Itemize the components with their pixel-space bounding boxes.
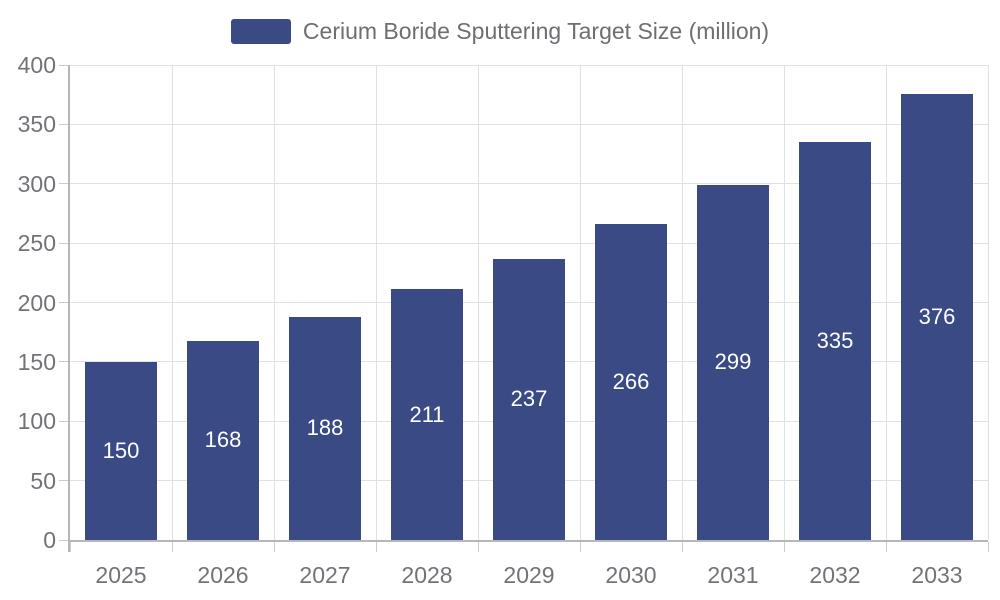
x-tick-label: 2030 xyxy=(605,562,657,588)
legend-label: Cerium Boride Sputtering Target Size (mi… xyxy=(302,18,770,44)
legend[interactable]: Cerium Boride Sputtering Target Size (mi… xyxy=(0,16,1000,46)
y-tick-label: 350 xyxy=(17,111,56,138)
bar[interactable] xyxy=(493,258,565,540)
gridline-h xyxy=(70,123,988,125)
bar-value-label: 335 xyxy=(816,328,854,354)
x-tick-label: 2026 xyxy=(197,562,249,588)
gridline-v xyxy=(681,65,683,540)
gridline-v xyxy=(885,65,887,540)
x-tick xyxy=(987,542,989,552)
y-tick xyxy=(59,420,68,422)
bar[interactable] xyxy=(85,361,157,540)
bar-value-label: 376 xyxy=(918,303,956,329)
x-axis-line xyxy=(68,540,988,542)
bar-value-label: 237 xyxy=(510,386,548,412)
bar[interactable] xyxy=(595,224,667,540)
x-tick-label: 2025 xyxy=(95,562,147,588)
bar-value-label: 299 xyxy=(714,349,752,375)
gridline-v xyxy=(171,65,173,540)
bar[interactable] xyxy=(901,93,973,540)
bar[interactable] xyxy=(391,289,463,540)
gridline-h xyxy=(70,64,988,66)
gridline-v xyxy=(477,65,479,540)
bar-value-label: 168 xyxy=(204,427,242,453)
x-tick xyxy=(273,542,275,552)
gridline-v xyxy=(579,65,581,540)
y-tick-label: 200 xyxy=(17,289,56,316)
y-tick-label: 0 xyxy=(43,527,56,553)
x-tick-label: 2033 xyxy=(911,562,963,588)
y-tick xyxy=(59,183,68,185)
bar-value-label: 211 xyxy=(409,401,445,427)
y-tick xyxy=(59,480,68,482)
y-tick-label: 50 xyxy=(30,467,56,494)
x-tick xyxy=(885,542,887,552)
gridline-v xyxy=(375,65,377,540)
x-tick xyxy=(375,542,377,552)
gridline-v xyxy=(273,65,275,540)
x-tick-label: 2028 xyxy=(401,562,453,588)
y-axis-line xyxy=(68,65,70,552)
x-tick xyxy=(681,542,683,552)
y-tick xyxy=(59,242,68,244)
y-tick xyxy=(59,123,68,125)
y-tick-label: 100 xyxy=(17,408,56,435)
bar-value-label: 266 xyxy=(612,369,650,395)
x-tick-label: 2029 xyxy=(503,562,555,588)
y-tick-label: 300 xyxy=(17,170,56,197)
x-tick xyxy=(171,542,173,552)
y-tick xyxy=(59,302,68,303)
x-tick xyxy=(783,542,785,552)
bar[interactable] xyxy=(697,184,769,540)
y-tick xyxy=(59,64,68,66)
x-tick-label: 2031 xyxy=(707,562,759,588)
x-tick xyxy=(69,542,71,552)
y-tick-label: 250 xyxy=(17,230,56,257)
y-tick xyxy=(59,361,68,363)
x-tick-label: 2032 xyxy=(809,562,861,588)
x-tick xyxy=(579,542,581,552)
y-tick-label: 150 xyxy=(17,348,56,375)
y-tick xyxy=(59,539,68,541)
bar-value-label: 150 xyxy=(102,437,140,463)
y-tick-label: 400 xyxy=(17,52,56,78)
bar[interactable] xyxy=(187,340,259,540)
gridline-v xyxy=(783,65,785,540)
legend-swatch xyxy=(230,18,291,44)
bar[interactable] xyxy=(799,142,871,540)
bar[interactable] xyxy=(289,316,361,540)
bar-value-label: 188 xyxy=(306,415,344,441)
gridline-v xyxy=(987,65,989,540)
x-tick-label: 2027 xyxy=(299,562,351,588)
x-tick xyxy=(477,542,479,552)
